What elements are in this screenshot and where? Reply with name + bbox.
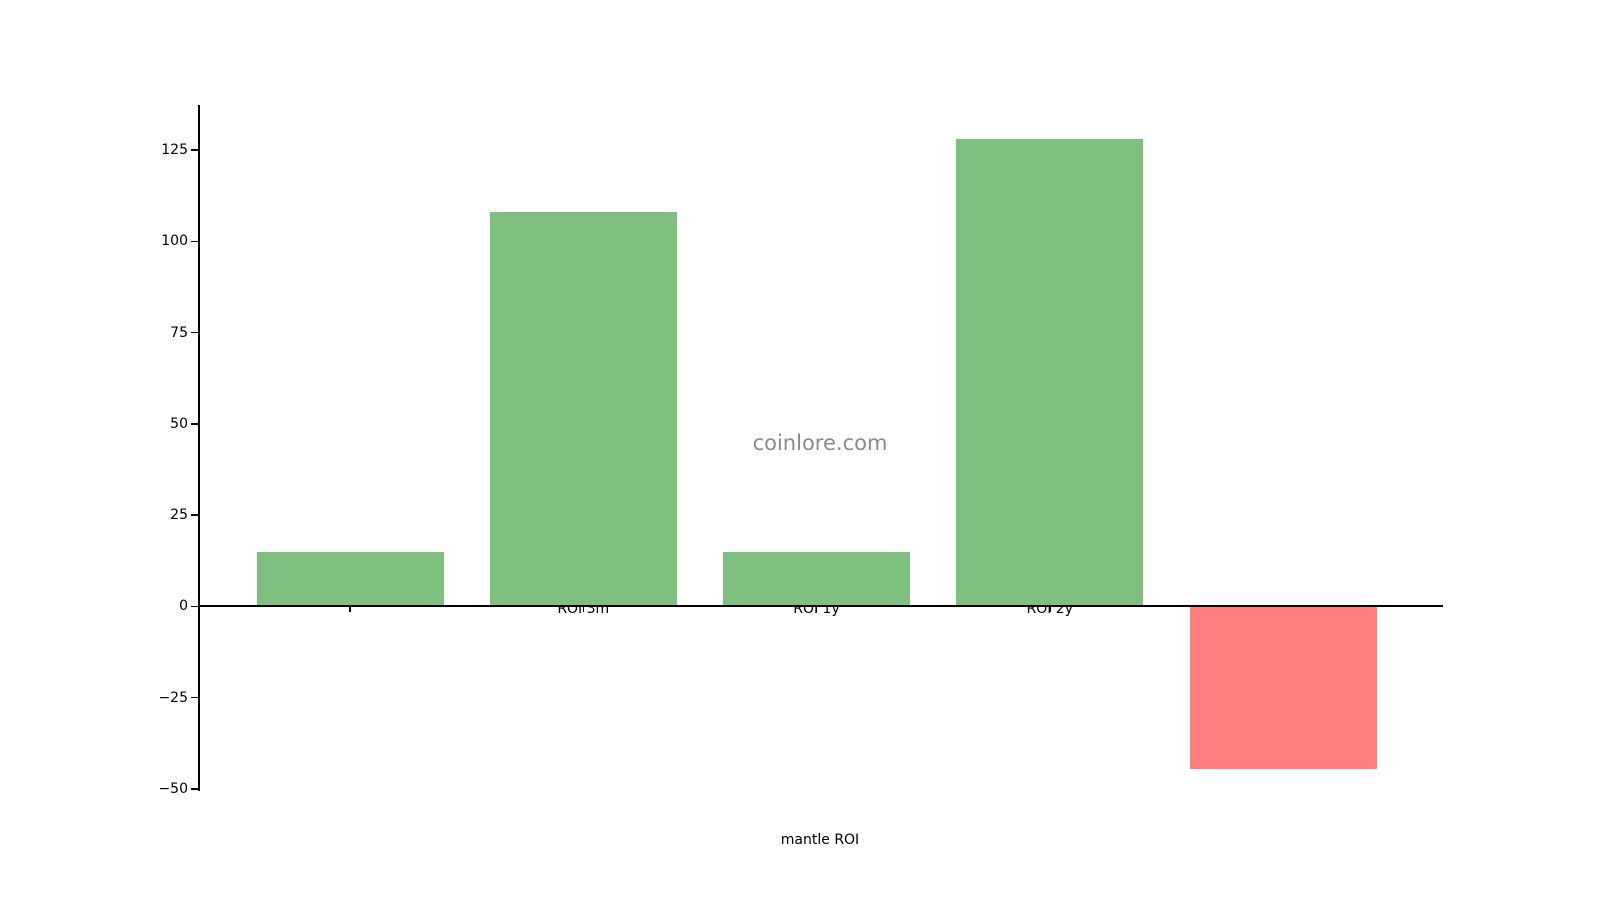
bar xyxy=(1189,606,1377,769)
y-tick-mark xyxy=(191,331,198,334)
y-tick-label: 100 xyxy=(161,233,188,250)
watermark: coinlore.com xyxy=(752,431,888,455)
x-tick-mark xyxy=(1049,606,1051,612)
y-tick-mark xyxy=(191,514,198,516)
bar xyxy=(489,212,677,607)
x-axis-title: mantle ROI xyxy=(780,832,860,848)
bar xyxy=(956,139,1144,607)
x-tick-mark xyxy=(349,606,351,612)
y-tick-label: 125 xyxy=(161,142,188,159)
bar xyxy=(723,551,910,607)
y-tick-label: −50 xyxy=(158,780,188,797)
y-tick-mark xyxy=(191,423,198,425)
y-tick-mark xyxy=(191,605,198,608)
x-axis-line xyxy=(198,605,1443,607)
y-tick-mark xyxy=(191,788,198,790)
y-tick-mark xyxy=(191,240,198,243)
y-tick-label: 50 xyxy=(170,415,188,432)
y-tick-label: −25 xyxy=(158,689,188,706)
y-axis-spine xyxy=(198,105,200,791)
x-tick-mark xyxy=(815,606,818,612)
y-tick-label: 25 xyxy=(170,507,188,524)
y-tick-label: 75 xyxy=(170,324,188,341)
y-tick-label: 0 xyxy=(179,598,188,615)
y-tick-mark xyxy=(191,696,198,699)
y-tick-mark xyxy=(191,149,198,151)
x-tick-mark xyxy=(582,606,584,612)
bar xyxy=(256,551,444,607)
